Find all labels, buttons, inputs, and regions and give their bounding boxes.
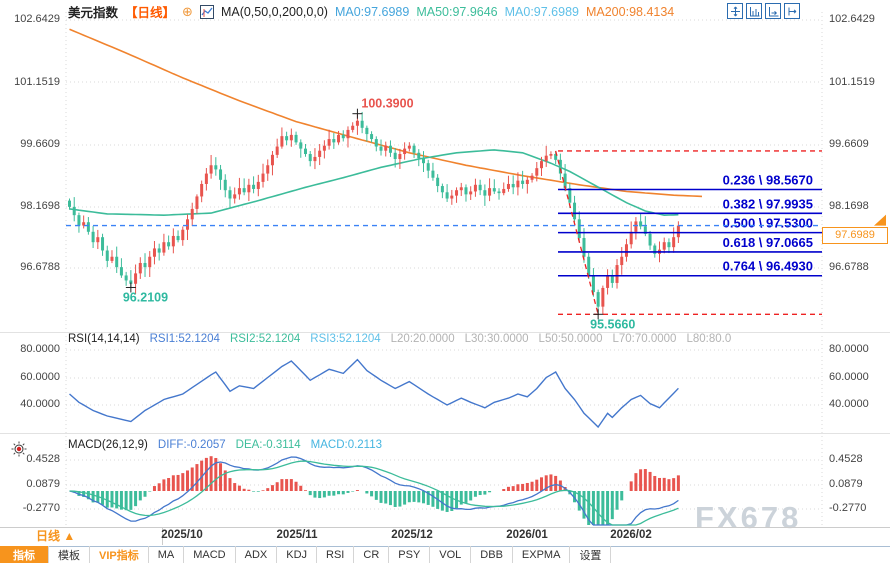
svg-text:0.500 \ 97.5300: 0.500 \ 97.5300: [723, 216, 813, 231]
macd-axis-label: -0.2770: [829, 502, 867, 514]
ma50-value: MA50:97.9646: [416, 4, 498, 19]
svg-text:100.3900: 100.3900: [361, 97, 413, 111]
rsi-axis-label: 60.0000: [829, 371, 869, 383]
rsi-l30: L30:30.0000: [464, 333, 529, 345]
month-label: 2025/12: [391, 529, 433, 541]
tab-expma[interactable]: EXPMA: [513, 546, 571, 563]
ma0b-value: MA0:97.6989: [504, 4, 579, 19]
rsi2-value: RSI2:52.1204: [229, 333, 301, 345]
price-axis-label: 99.6609: [829, 138, 869, 150]
rsi-axis-label: 40.0000: [829, 398, 869, 410]
tab-indicators[interactable]: 指标: [0, 546, 49, 563]
tab-rsi[interactable]: RSI: [317, 546, 355, 563]
rsi3-value: RSI3:52.1204: [310, 333, 381, 345]
price-axis-label: 96.6788: [829, 261, 869, 273]
svg-text:95.5660: 95.5660: [590, 317, 635, 331]
macd-axis-label: 0.0879: [829, 478, 863, 490]
price-axis-label: 98.1698: [20, 200, 60, 212]
pan-icon[interactable]: [727, 3, 743, 19]
svg-text:0.382 \ 97.9935: 0.382 \ 97.9935: [723, 196, 813, 211]
period-selector[interactable]: 日线 ▲: [0, 528, 163, 545]
rsi-axis-label: 60.0000: [20, 371, 60, 383]
month-label: 2025/10: [161, 529, 203, 541]
rsi-header: RSI(14,14,14) RSI1:52.1204 RSI2:52.1204 …: [68, 333, 731, 345]
tab-macd[interactable]: MACD: [184, 546, 236, 563]
axis-pan-icon[interactable]: [765, 3, 781, 19]
rsi1-value: RSI1:52.1204: [149, 333, 220, 345]
period-tag[interactable]: 【日线】: [125, 6, 176, 20]
svg-text:0.236 \ 98.5670: 0.236 \ 98.5670: [723, 173, 813, 188]
chart-header: 美元指数 【日线】 ⊕ MA(0,50,0,200,0,0) MA0:97.69…: [68, 2, 674, 21]
price-axis-label: 98.1698: [829, 200, 869, 212]
rsi-axis-label: 80.0000: [829, 343, 869, 355]
macd-axis-label: -0.2770: [22, 502, 60, 514]
tab-dbb[interactable]: DBB: [471, 546, 513, 563]
axis-zoom-icon[interactable]: [746, 3, 762, 19]
price-axis-label: 101.1519: [829, 76, 875, 88]
tab-templates[interactable]: 模板: [49, 546, 90, 563]
tab-psy[interactable]: PSY: [389, 546, 431, 563]
rsi-axis-label: 40.0000: [20, 398, 60, 410]
macd-axis-label: 0.4528: [26, 453, 60, 465]
macd-axis-label: 0.0879: [26, 478, 60, 490]
macd-value: MACD:0.2113: [310, 439, 383, 451]
ma200-value: MA200:98.4134: [585, 4, 675, 19]
macd-title: MACD(26,12,9): [68, 439, 148, 451]
tab-settings[interactable]: 设置: [570, 546, 612, 563]
watermark: FX678: [695, 500, 802, 535]
month-label: 2026/02: [610, 529, 652, 541]
macd-dea-value: DEA:-0.3114: [235, 439, 301, 451]
header-toolbar: [727, 3, 800, 19]
circle-plus-icon[interactable]: ⊕: [182, 3, 193, 19]
tab-cr[interactable]: CR: [354, 546, 390, 563]
svg-text:96.2109: 96.2109: [123, 290, 168, 304]
price-axis-label: 96.6788: [20, 261, 60, 273]
month-label: 2025/11: [276, 529, 318, 541]
macd-diff-value: DIFF:-0.2057: [157, 439, 226, 451]
tab-vip-indicators[interactable]: VIP指标: [90, 546, 149, 563]
indicator-tab-bar: 指标 模板 VIP指标 MA MACD ADX KDJ RSI CR PSY V…: [0, 546, 890, 563]
ma0-value: MA0:97.6989: [334, 4, 410, 19]
symbol-name: 美元指数: [68, 6, 119, 20]
macd-header: MACD(26,12,9) DIFF:-0.2057 DEA:-0.3114 M…: [68, 439, 382, 451]
month-label: 2026/01: [506, 529, 548, 541]
rsi-axis-label: 80.0000: [20, 343, 60, 355]
svg-text:0.764 \ 96.4930: 0.764 \ 96.4930: [723, 259, 813, 274]
macd-axis-label: 0.4528: [829, 453, 863, 465]
tab-vol[interactable]: VOL: [430, 546, 472, 563]
tab-adx[interactable]: ADX: [236, 546, 278, 563]
rsi-l70: L70:70.0000: [612, 333, 677, 345]
time-axis-row: 日线 ▲ 2025/10 2025/11 2025/12 2026/01 202…: [0, 527, 890, 547]
tab-ma[interactable]: MA: [149, 546, 185, 563]
price-axis-label: 102.6429: [829, 13, 875, 25]
svg-text:0.618 \ 97.0665: 0.618 \ 97.0665: [723, 235, 813, 250]
price-axis-label: 102.6429: [14, 13, 60, 25]
price-axis-label: 101.1519: [14, 76, 60, 88]
refresh-alert-icon[interactable]: [10, 440, 28, 458]
rsi-l50: L50:50.0000: [538, 333, 603, 345]
rsi-l20: L20:20.0000: [390, 333, 455, 345]
tab-kdj[interactable]: KDJ: [277, 546, 318, 563]
candlestick-icon[interactable]: [199, 4, 214, 19]
jump-latest-icon[interactable]: [784, 3, 800, 19]
rsi-l80: L80:80.0: [686, 333, 732, 345]
current-price-tag: 97.6989: [822, 227, 888, 244]
ma-settings-label: MA(0,50,0,200,0,0): [220, 4, 328, 19]
rsi-title: RSI(14,14,14): [68, 333, 140, 345]
price-axis-label: 99.6609: [20, 138, 60, 150]
